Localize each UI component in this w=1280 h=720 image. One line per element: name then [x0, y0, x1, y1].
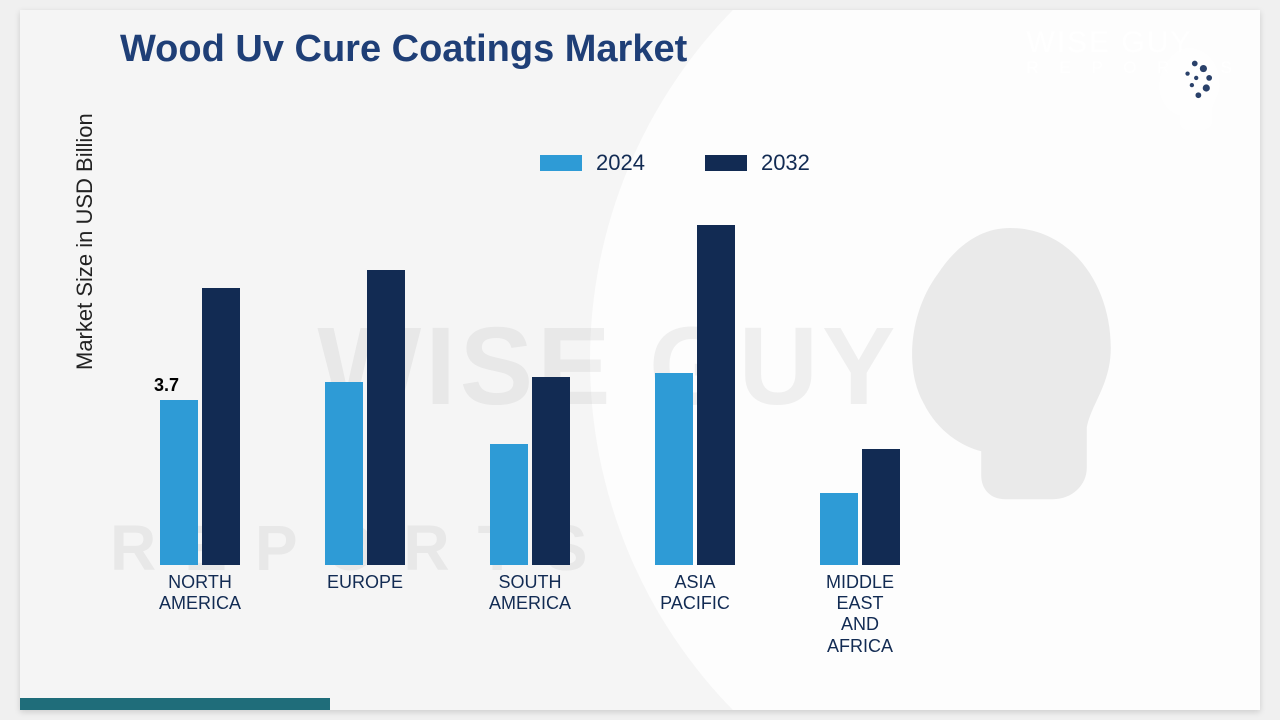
bar: [532, 377, 570, 565]
x-axis-label: EUROPE: [295, 572, 435, 593]
bottom-accent-bar: [20, 698, 330, 710]
x-axis-label: NORTHAMERICA: [130, 572, 270, 614]
bar: [490, 444, 528, 565]
x-axis-label: SOUTHAMERICA: [460, 572, 600, 614]
legend-swatch-2024: [540, 155, 582, 171]
x-axis-label: ASIAPACIFIC: [625, 572, 765, 614]
bar: [862, 449, 900, 565]
bar: [160, 400, 198, 565]
plot-area: 3.7: [120, 185, 940, 565]
legend-label-2032: 2032: [761, 150, 810, 176]
value-label: 3.7: [154, 375, 179, 396]
bar: [820, 493, 858, 565]
legend-item-2024: 2024: [540, 150, 645, 176]
chart-title: Wood Uv Cure Coatings Market: [120, 28, 687, 71]
panel: WISE GUY REPORTS Wood Uv Cure Coatings M…: [20, 10, 1260, 710]
brand-head-icon: [1153, 43, 1225, 133]
legend: 2024 2032: [540, 150, 810, 176]
legend-item-2032: 2032: [705, 150, 810, 176]
legend-swatch-2032: [705, 155, 747, 171]
bar: [202, 288, 240, 565]
y-axis-label: Market Size in USD Billion: [72, 113, 98, 370]
x-axis-label: MIDDLEEASTANDAFRICA: [790, 572, 930, 657]
stage: WISE GUY REPORTS Wood Uv Cure Coatings M…: [0, 0, 1280, 720]
bar: [655, 373, 693, 565]
bar: [325, 382, 363, 565]
bar: [367, 270, 405, 565]
legend-label-2024: 2024: [596, 150, 645, 176]
bar: [697, 225, 735, 565]
brand-block: WISE GUY R E P O R T S: [1026, 28, 1240, 78]
